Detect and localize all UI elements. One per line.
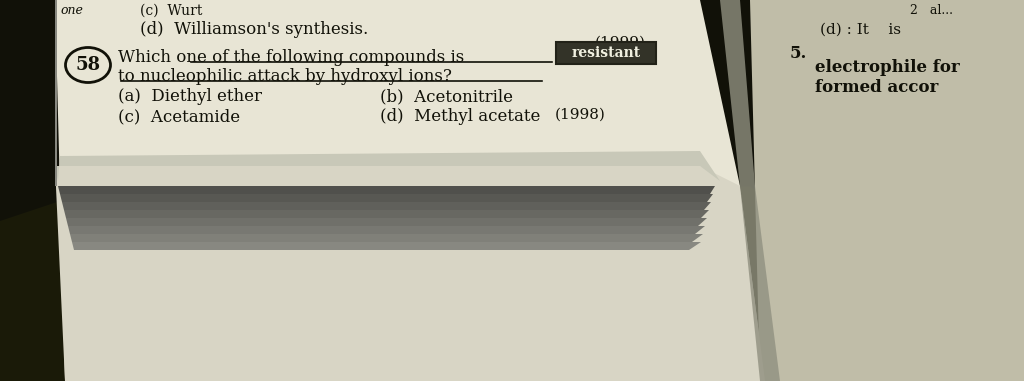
Text: 5.: 5. xyxy=(790,45,807,62)
Text: (1998): (1998) xyxy=(555,108,606,122)
Text: 2   al...: 2 al... xyxy=(910,4,953,17)
Polygon shape xyxy=(72,242,701,250)
Text: resistant: resistant xyxy=(571,46,641,60)
Text: 4): 4) xyxy=(22,106,38,120)
Text: (c)  Wurt: (c) Wurt xyxy=(140,4,203,18)
Polygon shape xyxy=(60,194,713,202)
Text: formed accor: formed accor xyxy=(815,79,938,96)
Polygon shape xyxy=(62,202,711,210)
Polygon shape xyxy=(66,218,707,226)
Text: (d)  Williamson's synthesis.: (d) Williamson's synthesis. xyxy=(140,21,369,38)
Bar xyxy=(55,0,57,186)
Text: (d) : It    is: (d) : It is xyxy=(820,23,901,37)
Polygon shape xyxy=(55,166,765,381)
Polygon shape xyxy=(55,151,720,181)
Polygon shape xyxy=(0,186,1024,381)
Text: to nucleophilic attack by hydroxyl ions?: to nucleophilic attack by hydroxyl ions? xyxy=(118,68,452,85)
Text: (b)  Acetonitrile: (b) Acetonitrile xyxy=(380,88,513,105)
Text: (a)  Diethyl ether: (a) Diethyl ether xyxy=(118,88,262,105)
Bar xyxy=(556,42,656,64)
Text: electrophile for: electrophile for xyxy=(815,59,959,76)
Polygon shape xyxy=(200,251,450,331)
Polygon shape xyxy=(350,221,700,321)
Polygon shape xyxy=(63,210,709,218)
Text: (c)  Acetamide: (c) Acetamide xyxy=(118,108,240,125)
Text: one: one xyxy=(60,4,83,17)
Text: (1999): (1999) xyxy=(595,36,646,50)
Text: 58: 58 xyxy=(76,56,100,74)
Polygon shape xyxy=(55,0,765,381)
Text: (d)  Methyl acetate: (d) Methyl acetate xyxy=(380,108,541,125)
Polygon shape xyxy=(100,211,500,301)
Polygon shape xyxy=(750,0,1024,381)
Text: Which one of the following compounds is: Which one of the following compounds is xyxy=(118,49,464,66)
Polygon shape xyxy=(58,186,715,194)
Polygon shape xyxy=(68,226,705,234)
Polygon shape xyxy=(720,0,780,381)
Polygon shape xyxy=(70,234,703,242)
